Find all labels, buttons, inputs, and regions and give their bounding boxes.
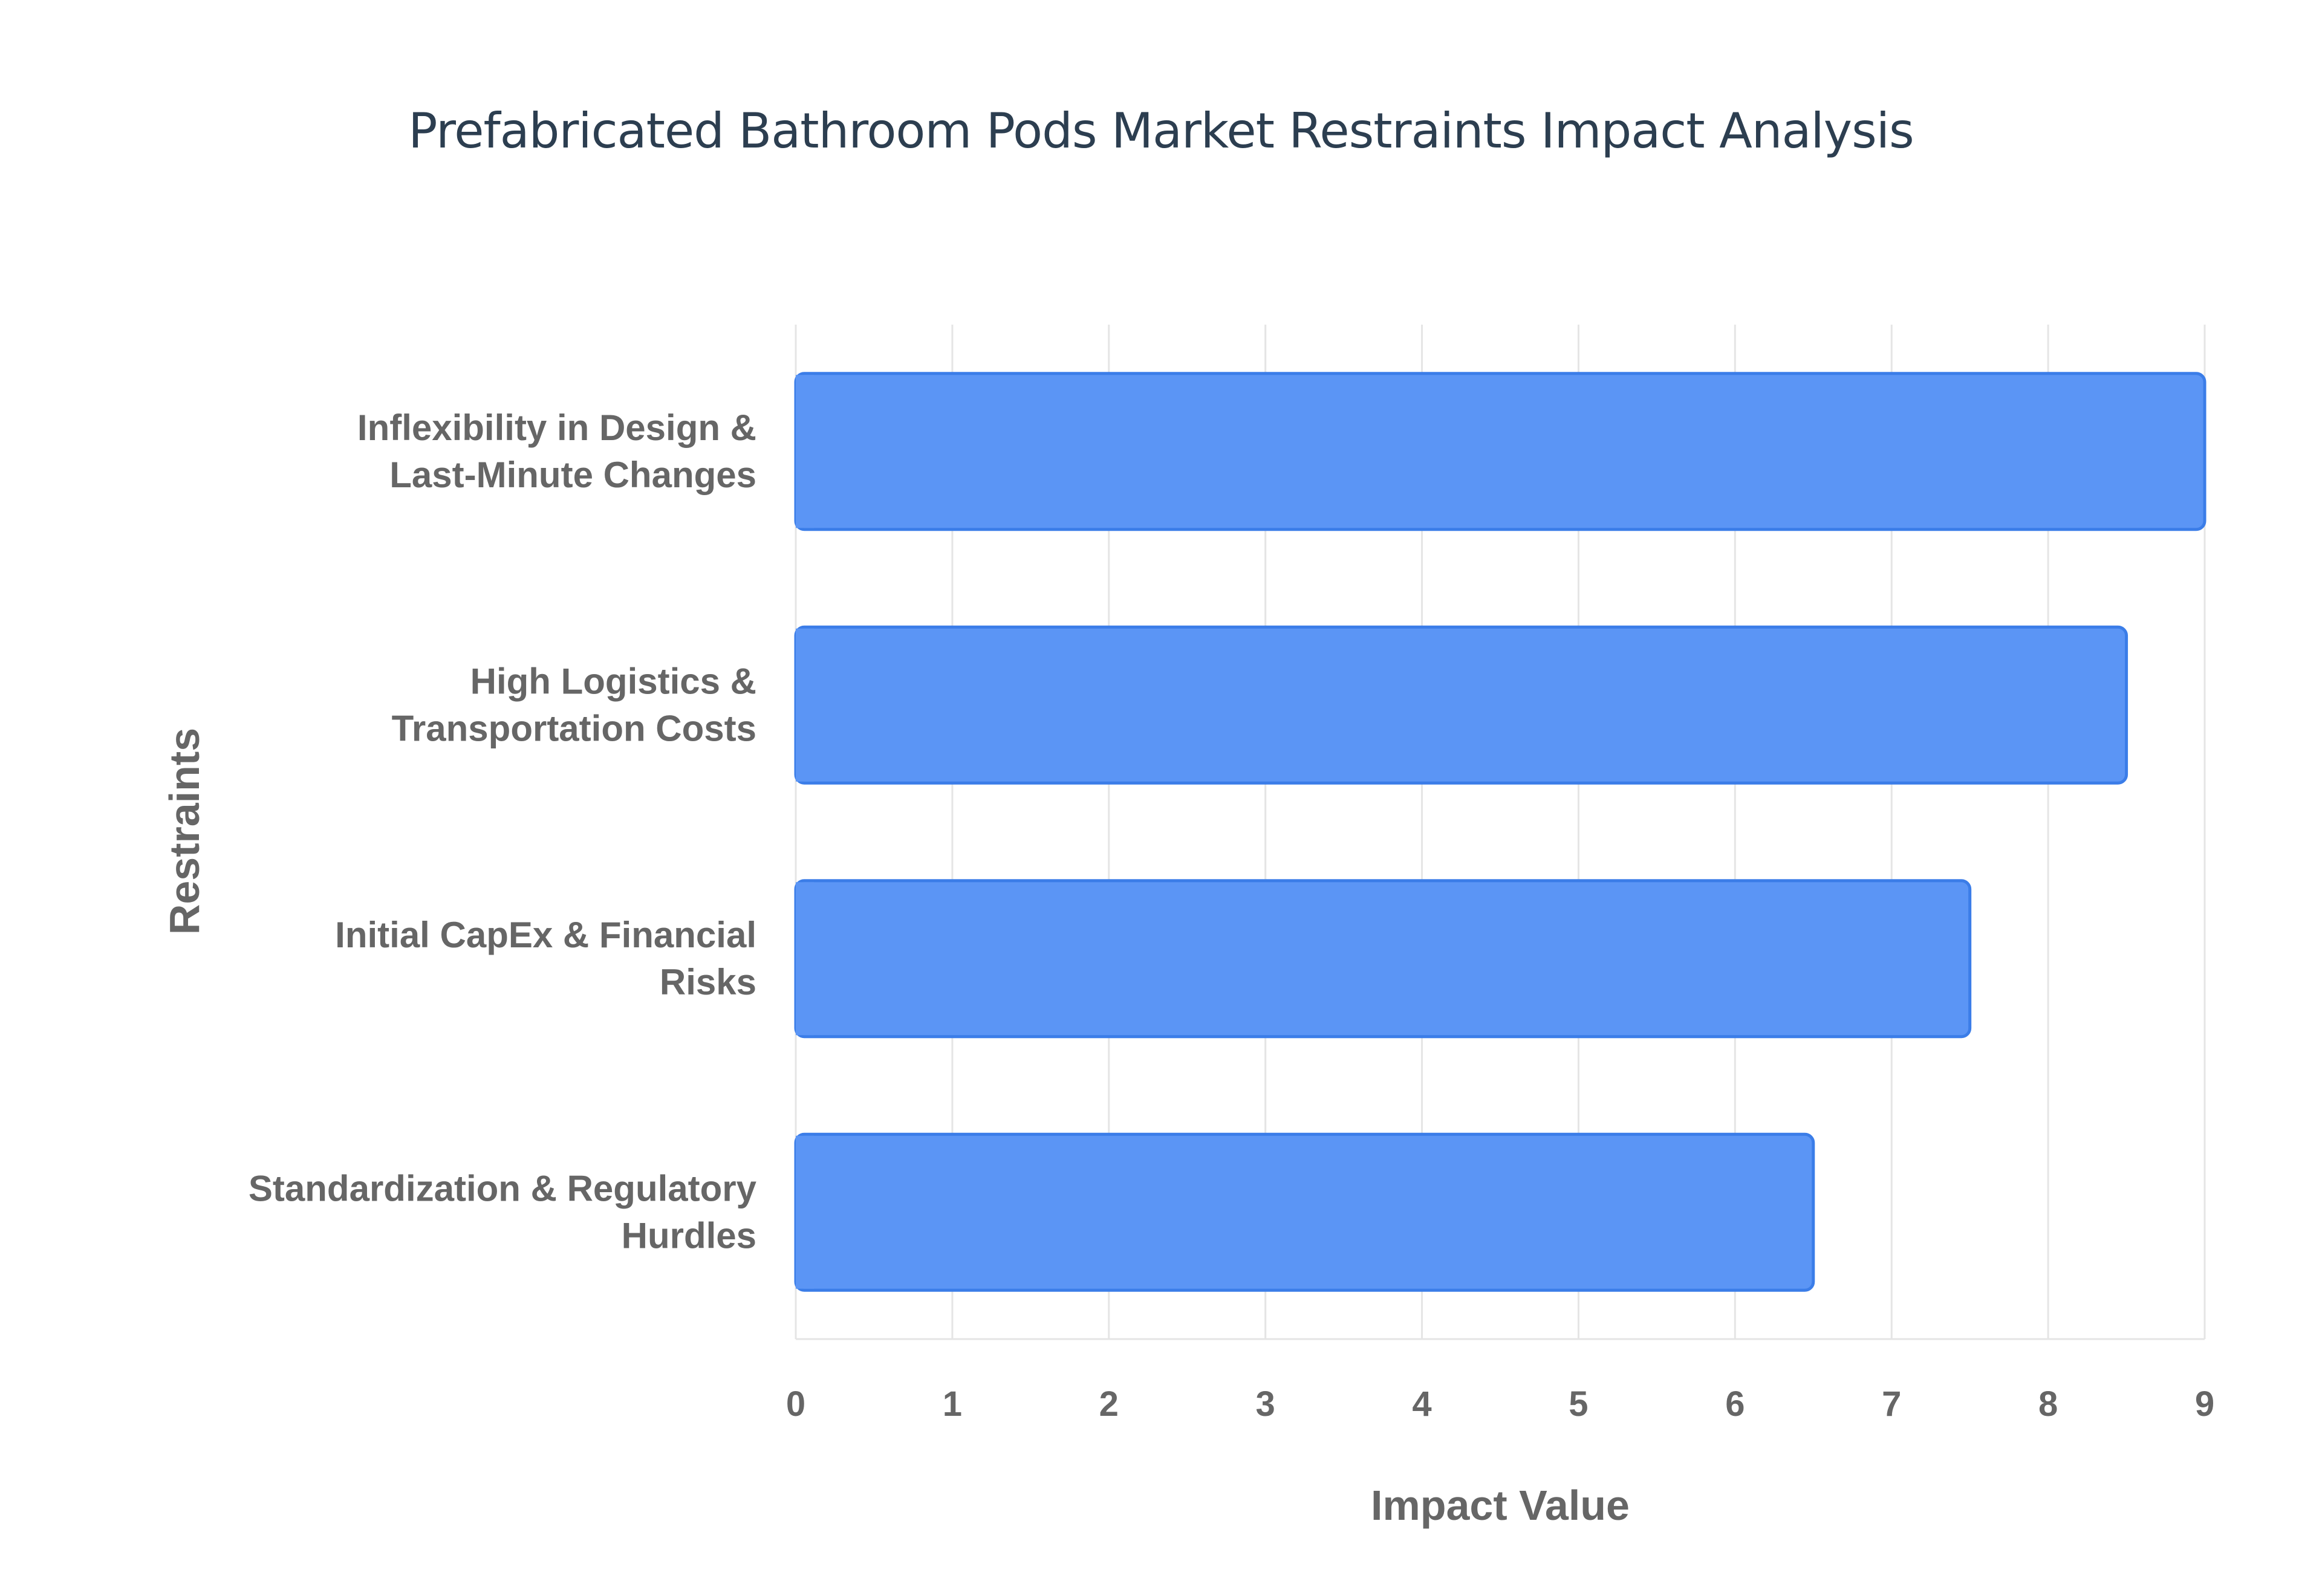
- bar-left-edge: [796, 882, 814, 1036]
- x-tick-label: 0: [786, 1384, 805, 1424]
- bar-left-edge: [796, 1135, 814, 1289]
- bar: [794, 1132, 1815, 1292]
- bar: [794, 372, 2207, 531]
- x-tick-label: 8: [2038, 1384, 2058, 1424]
- x-tick-label: 5: [1569, 1384, 1588, 1424]
- x-tick-label: 4: [1412, 1384, 1431, 1424]
- y-category-label: Standardization & Regulatory Hurdles: [249, 1168, 757, 1256]
- x-tick-label: 7: [1882, 1384, 1901, 1424]
- x-tick-label: 3: [1256, 1384, 1275, 1424]
- y-category-label-line: Standardization & Regulatory: [249, 1168, 757, 1208]
- y-category-label-line: Inflexibility in Design &: [357, 407, 756, 448]
- y-category-label-line: Transportation Costs: [392, 708, 756, 748]
- y-category-label-line: Hurdles: [622, 1215, 756, 1256]
- y-category-label-line: Initial CapEx & Financial: [335, 915, 756, 955]
- bar-left-edge: [796, 628, 814, 782]
- x-tick-label: 6: [1725, 1384, 1745, 1424]
- bar: [794, 879, 1972, 1039]
- bar: [794, 625, 2128, 785]
- bar-left-edge: [796, 375, 814, 528]
- x-axis-title: Impact Value: [1371, 1482, 1630, 1529]
- y-category-label-line: Risks: [660, 962, 756, 1002]
- x-tick-label: 2: [1099, 1384, 1119, 1424]
- y-category-label: High Logistics & Transportation Costs: [392, 661, 756, 748]
- x-tick-label: 9: [2195, 1384, 2214, 1424]
- y-category-label: Initial CapEx & Financial Risks: [335, 915, 756, 1002]
- y-category-label-line: High Logistics &: [470, 661, 756, 701]
- chart-title: Prefabricated Bathroom Pods Market Restr…: [408, 103, 1914, 159]
- y-category-label-line: Last-Minute Changes: [389, 455, 756, 495]
- y-category-label: Inflexibility in Design & Last-Minute Cha…: [357, 407, 756, 495]
- x-tick-label: 1: [943, 1384, 962, 1424]
